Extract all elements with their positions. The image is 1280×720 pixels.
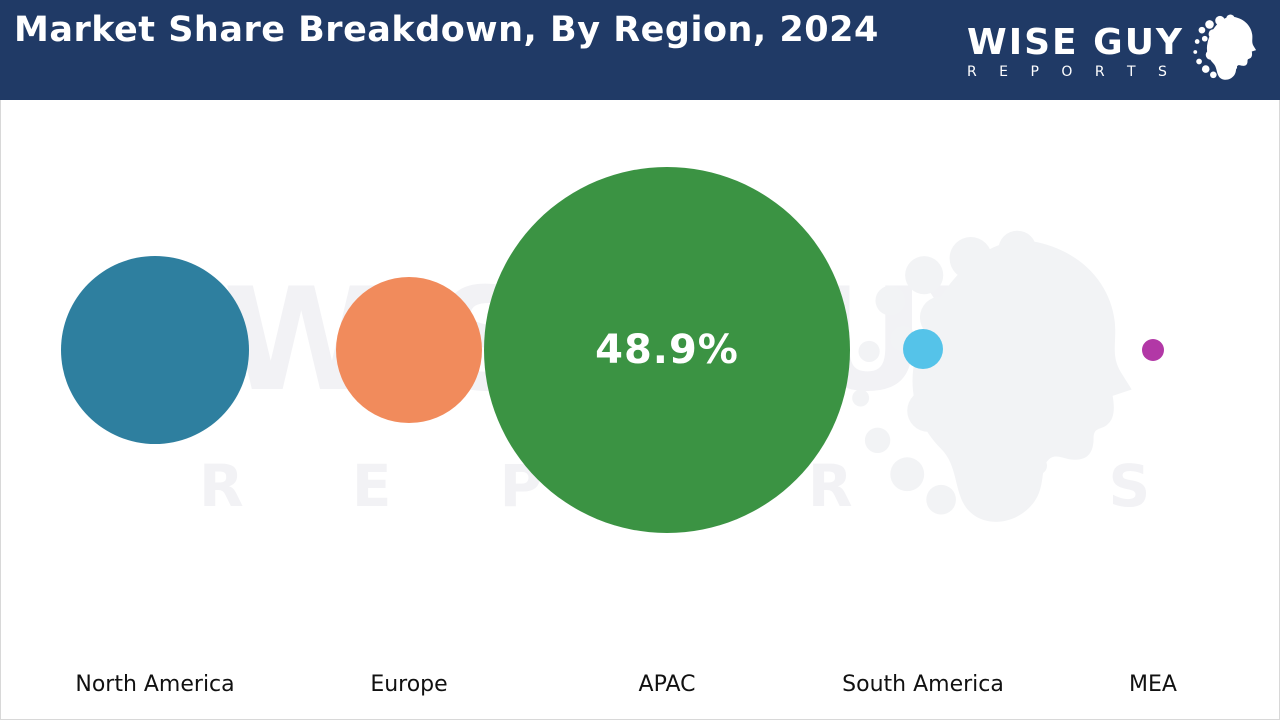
page-title: Market Share Breakdown, By Region, 2024: [14, 10, 879, 50]
brand-subtitle: R E P O R T S: [966, 63, 1176, 80]
bubble-europe[interactable]: [336, 277, 482, 423]
bubble-north-america[interactable]: [61, 256, 249, 444]
category-label-south-america: South America: [842, 672, 1004, 697]
bubble-mea[interactable]: [1142, 339, 1164, 361]
bubble-value-label: 48.9%: [595, 327, 739, 373]
header-bar: Market Share Breakdown, By Region, 2024 …: [0, 0, 1280, 100]
bubble-apac[interactable]: 48.9%: [484, 167, 850, 533]
brand-logo: WISE GUY R E P O R T S: [967, 0, 1270, 90]
category-label-north-america: North America: [75, 672, 235, 697]
category-label-mea: MEA: [1129, 672, 1177, 697]
brand-face-icon: [1193, 14, 1257, 80]
category-label-apac: APAC: [638, 672, 696, 697]
brand-name: WISE GUY: [966, 22, 1184, 64]
watermark-face-icon: [852, 230, 1132, 522]
category-label-europe: Europe: [370, 672, 448, 697]
bubble-south-america[interactable]: [903, 329, 943, 369]
chart-area: WISE GUY R E P O R T S 48.9% North Ameri…: [0, 100, 1280, 720]
brand-logo-text: WISE GUY R E P O R T S: [967, 24, 1184, 80]
